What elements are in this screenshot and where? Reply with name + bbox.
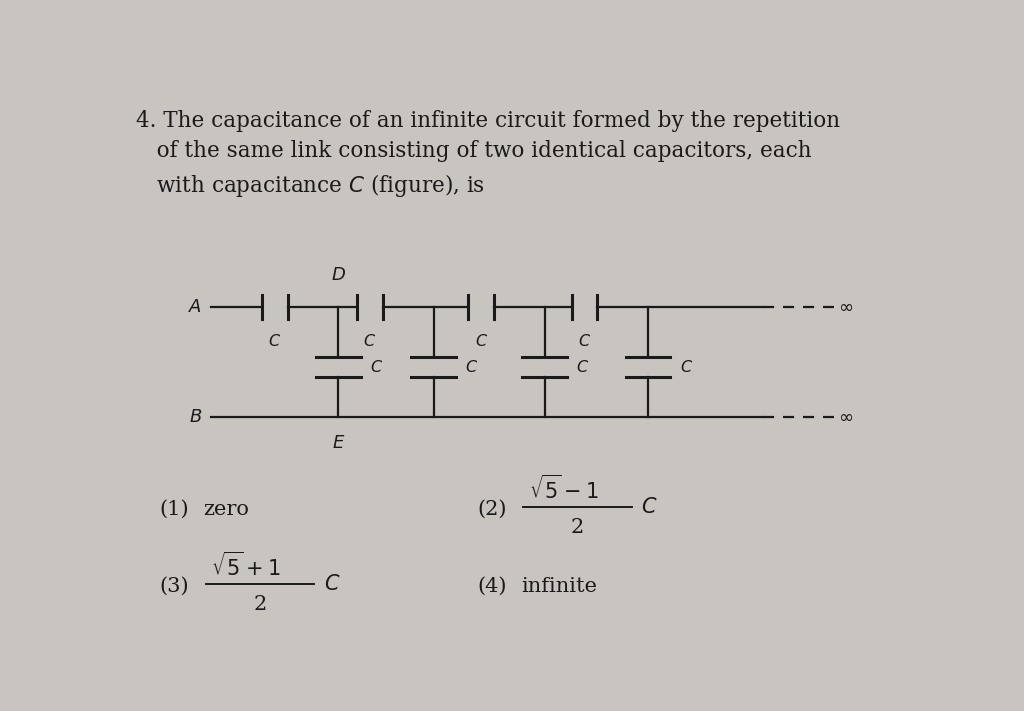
- Text: (1): (1): [160, 500, 189, 519]
- Text: $C$: $C$: [680, 359, 692, 376]
- Text: zero: zero: [204, 500, 249, 519]
- Text: $\infty$: $\infty$: [839, 407, 853, 426]
- Text: 4. The capacitance of an infinite circuit formed by the repetition
   of the sam: 4. The capacitance of an infinite circui…: [136, 110, 840, 200]
- Text: $\sqrt{5}+1$: $\sqrt{5}+1$: [211, 551, 282, 579]
- Text: $C$: $C$: [578, 333, 591, 350]
- Text: (3): (3): [160, 577, 189, 596]
- Text: 2: 2: [254, 595, 267, 614]
- Text: (4): (4): [477, 577, 507, 596]
- Text: 2: 2: [571, 518, 585, 538]
- Text: (2): (2): [477, 500, 507, 519]
- Text: $\sqrt{5}-1$: $\sqrt{5}-1$: [528, 475, 599, 503]
- Text: $C$: $C$: [577, 359, 590, 376]
- Text: $C$: $C$: [474, 333, 487, 350]
- Text: $D$: $D$: [331, 266, 346, 284]
- Text: $\infty$: $\infty$: [839, 298, 853, 316]
- Text: $C$: $C$: [324, 574, 341, 594]
- Text: $A$: $A$: [187, 298, 202, 316]
- Text: $C$: $C$: [268, 333, 282, 350]
- Text: $C$: $C$: [364, 333, 377, 350]
- Text: $C$: $C$: [465, 359, 478, 376]
- Text: $C$: $C$: [641, 497, 658, 517]
- Text: $E$: $E$: [332, 434, 345, 452]
- Text: $B$: $B$: [188, 407, 202, 426]
- Text: infinite: infinite: [521, 577, 597, 596]
- Text: $C$: $C$: [370, 359, 383, 376]
